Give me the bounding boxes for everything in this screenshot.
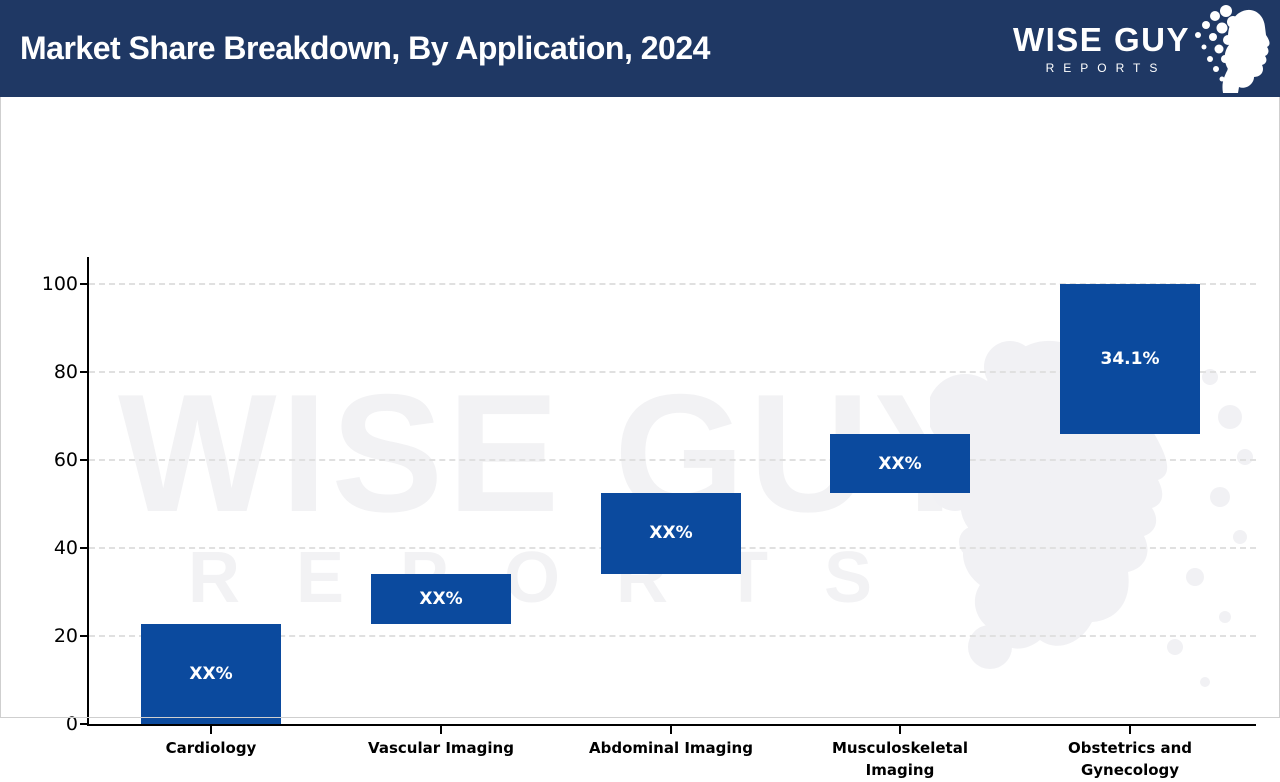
- bar-value-label-vascular-imaging: XX%: [419, 589, 463, 610]
- chart-title: Market Share Breakdown, By Application, …: [20, 30, 710, 66]
- x-axis-category-label-vascular-imaging: Vascular Imaging: [368, 739, 514, 757]
- gridline-60: [89, 459, 1256, 461]
- logo-wordmark: WISE GUY REPORTS: [1013, 23, 1190, 75]
- wise-guy-logo: WISE GUY REPORTS: [1013, 4, 1270, 93]
- logo-head-icon: [1195, 4, 1270, 93]
- chart-area: WISE GUY REPORTS 0 20 40 60 80 100 XX% Cardiolo…: [0, 97, 1280, 779]
- gridline-20: [89, 635, 1256, 637]
- y-axis-tick-label: 40: [53, 537, 78, 559]
- y-tick-mark-40: [80, 547, 88, 549]
- y-tick-mark-20: [80, 635, 88, 637]
- y-axis-tick-label: 60: [53, 449, 78, 471]
- y-tick-mark-80: [80, 371, 88, 373]
- x-tick-mark-vascular-imaging: [440, 726, 442, 734]
- x-axis-category-label-cardiology: Cardiology: [165, 739, 257, 757]
- y-tick-mark-100: [80, 283, 88, 285]
- x-tick-mark-cardiology: [210, 726, 212, 734]
- y-axis-tick-label: 80: [53, 361, 78, 383]
- bar-vascular-imaging: [371, 573, 511, 625]
- gridline-80: [89, 371, 1256, 373]
- x-axis-category-label-obstetrics-and-gynecology: Obstetrics and Gynecology: [1067, 739, 1193, 779]
- gridline-100: [89, 283, 1256, 285]
- header-bar: Market Share Breakdown, By Application, …: [0, 0, 1280, 97]
- bar-abdominal-imaging: [601, 493, 741, 574]
- y-axis-tick-label: 100: [41, 273, 78, 295]
- bar-value-label-obstetrics-and-gynecology: 34.1%: [1100, 349, 1160, 370]
- y-axis-line: [87, 257, 89, 726]
- bar-cardiology: [141, 624, 281, 724]
- waterfall-chart: 0 20 40 60 80 100 XX% Cardiology XX% Vascular Ima…: [0, 97, 1280, 779]
- logo-text-line1: WISE GUY: [1012, 20, 1190, 58]
- left-border-line: [0, 97, 1, 718]
- x-tick-mark-musculoskeletal-imaging: [899, 726, 901, 734]
- y-axis-tick-label: 0: [65, 713, 78, 735]
- bar-value-label-musculoskeletal-imaging: XX%: [878, 453, 922, 474]
- x-axis-category-label-musculoskeletal-imaging: Musculoskeletal Imaging: [832, 739, 968, 779]
- bar-value-label-abdominal-imaging: XX%: [649, 523, 693, 544]
- bottom-border-line: [0, 717, 1280, 718]
- x-axis-category-label-abdominal-imaging: Abdominal Imaging: [589, 739, 753, 757]
- x-tick-mark-abdominal-imaging: [670, 726, 672, 734]
- bar-value-label-cardiology: XX%: [189, 664, 233, 685]
- y-axis-tick-label: 20: [53, 625, 78, 647]
- logo-text-line2: REPORTS: [1045, 60, 1167, 75]
- x-tick-mark-obstetrics-and-gynecology: [1129, 726, 1131, 734]
- y-tick-mark-60: [80, 459, 88, 461]
